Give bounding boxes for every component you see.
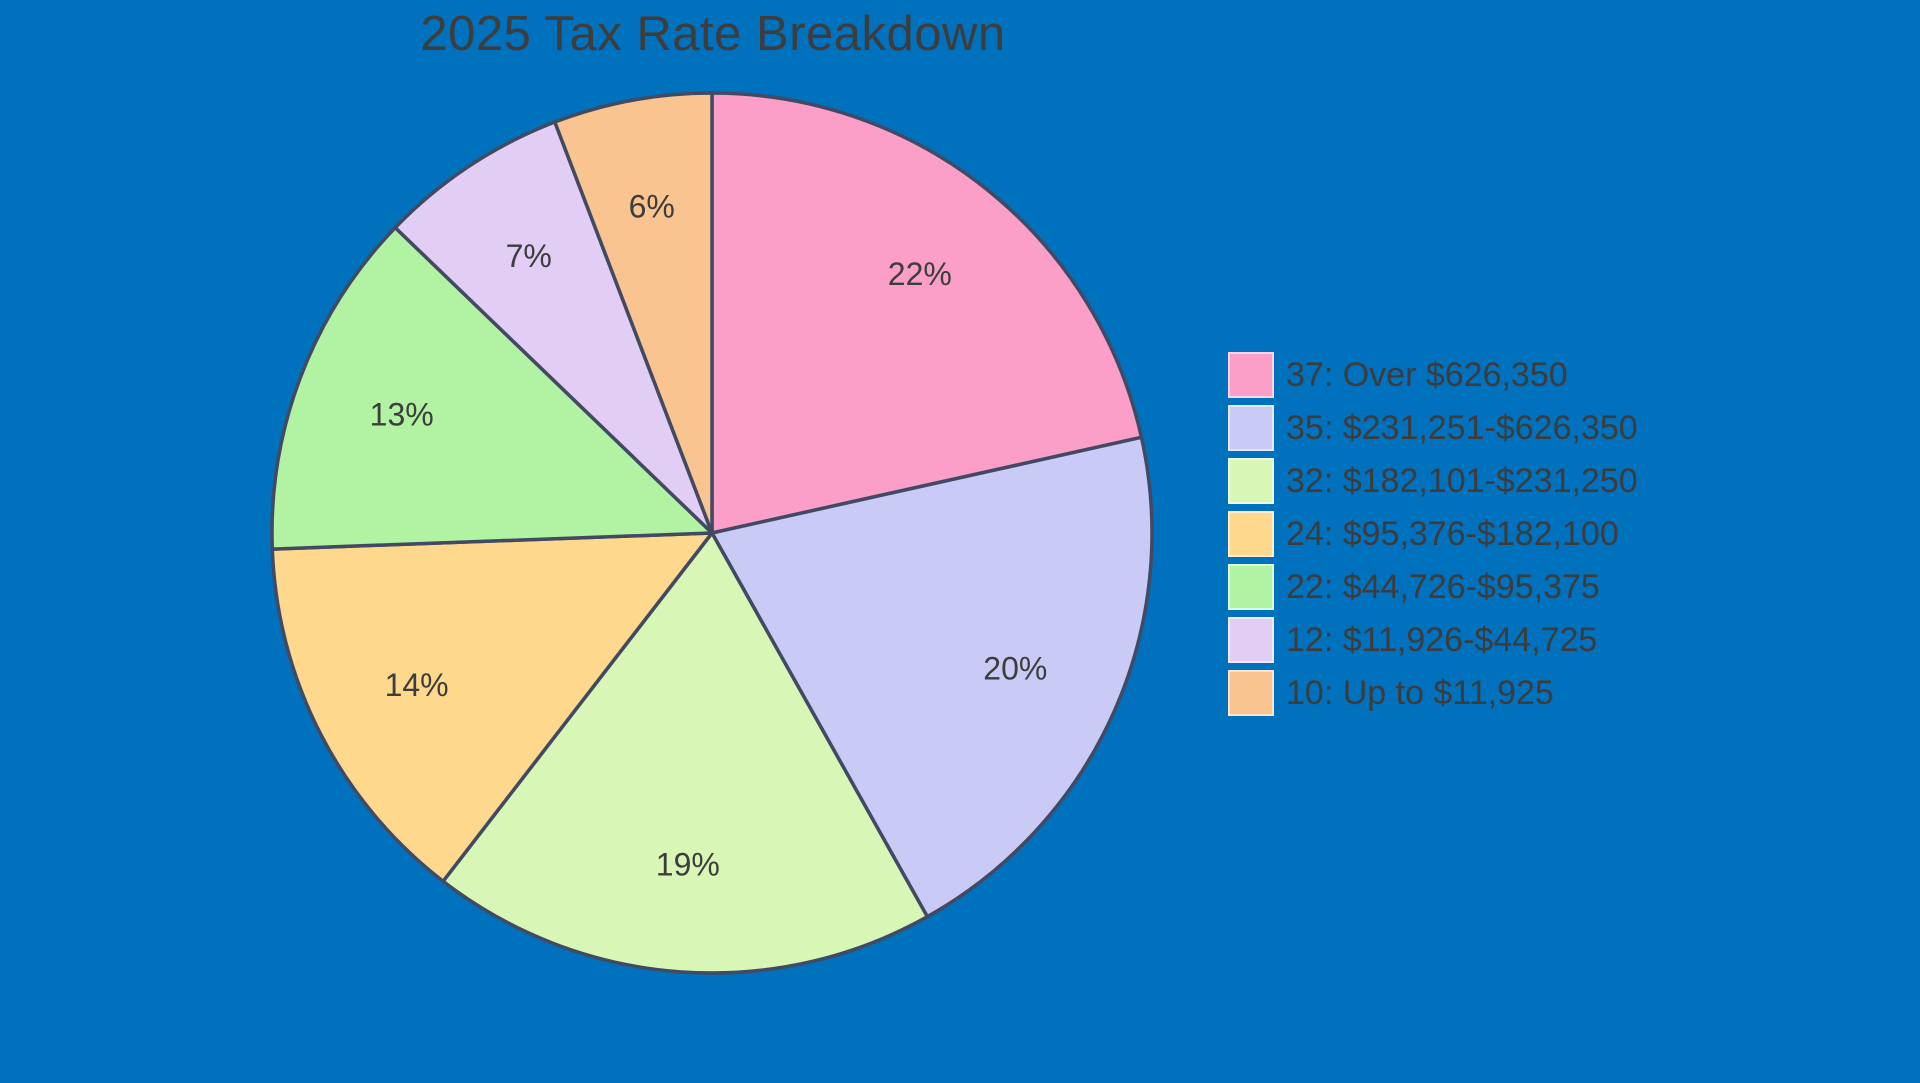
legend-swatch <box>1228 458 1274 504</box>
slice-percent-label: 7% <box>506 238 552 274</box>
slice-percent-label: 20% <box>983 651 1047 687</box>
legend-label: 37: Over $626,350 <box>1286 356 1568 394</box>
legend-item-24: 24: $95,376-$182,100 <box>1228 511 1638 557</box>
pie-slice-37 <box>710 91 1144 535</box>
chart-legend: 37: Over $626,350 35: $231,251-$626,350 32… <box>1228 352 1638 716</box>
legend-swatch <box>1228 511 1274 557</box>
legend-label: 32: $182,101-$231,250 <box>1286 462 1638 500</box>
slice-percent-label: 13% <box>370 396 434 432</box>
pie-slice-35 <box>710 435 1154 919</box>
pie-slice-12 <box>393 120 714 535</box>
legend-swatch <box>1228 670 1274 716</box>
legend-label: 35: $231,251-$626,350 <box>1286 409 1638 447</box>
legend-swatch <box>1228 405 1274 451</box>
legend-label: 22: $44,726-$95,375 <box>1286 568 1600 606</box>
legend-item-35: 35: $231,251-$626,350 <box>1228 405 1638 451</box>
legend-swatch <box>1228 617 1274 663</box>
pie-slice-24 <box>270 531 714 884</box>
chart-title: 2025 Tax Rate Breakdown <box>420 7 1006 61</box>
legend-swatch <box>1228 564 1274 610</box>
legend-item-32: 32: $182,101-$231,250 <box>1228 458 1638 504</box>
slice-percent-label: 14% <box>385 667 449 703</box>
legend-item-12: 12: $11,926-$44,725 <box>1228 617 1638 663</box>
legend-label: 12: $11,926-$44,725 <box>1286 621 1598 659</box>
slice-percent-label: 22% <box>888 256 952 292</box>
slice-percent-label: 6% <box>629 188 675 224</box>
legend-item-22: 22: $44,726-$95,375 <box>1228 564 1638 610</box>
legend-label: 10: Up to $11,925 <box>1286 674 1554 712</box>
pie-slice-32 <box>441 531 930 975</box>
pie-slice-22 <box>270 225 714 551</box>
legend-swatch <box>1228 352 1274 398</box>
pie-chart: 22% 20% 19% 14% 13% 7% 6% <box>270 91 1154 975</box>
legend-label: 24: $95,376-$182,100 <box>1286 515 1619 553</box>
legend-item-37: 37: Over $626,350 <box>1228 352 1638 398</box>
pie-slice-10 <box>553 91 714 535</box>
legend-item-10: 10: Up to $11,925 <box>1228 670 1638 716</box>
slice-percent-label: 19% <box>656 846 720 882</box>
